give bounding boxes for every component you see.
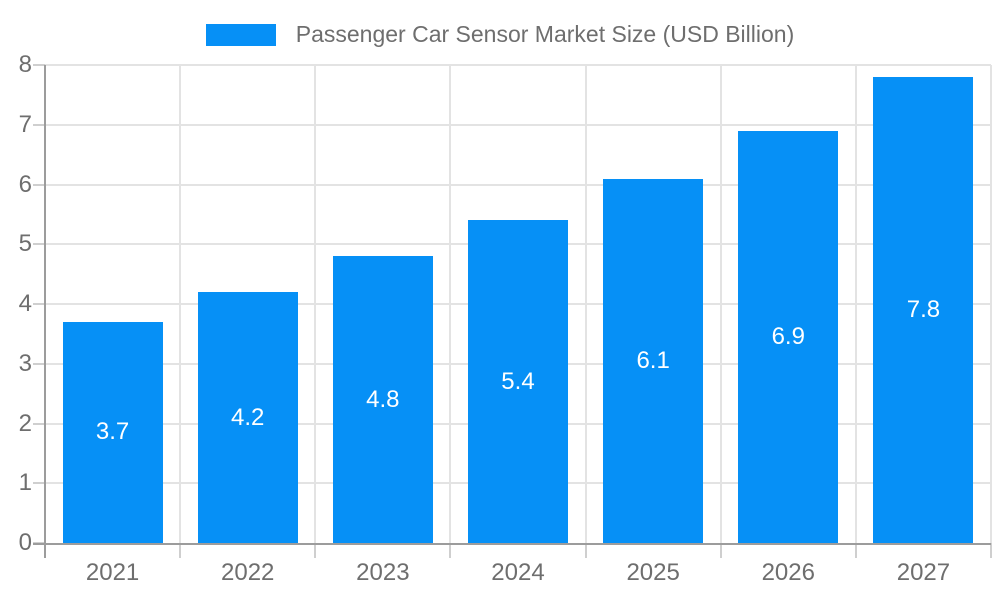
bar-2022 [197, 292, 298, 543]
y-axis-tick [33, 422, 45, 425]
x-tick-label: 2026 [761, 559, 815, 586]
x-tick-label: 2025 [626, 559, 680, 586]
y-axis-tick [33, 183, 45, 186]
bar-2023 [332, 256, 433, 543]
bar-2026 [738, 130, 839, 543]
x-axis-tick [990, 543, 992, 558]
x-tick-label: 2027 [896, 559, 951, 586]
x-axis-tick [179, 543, 182, 558]
y-axis-tick [33, 482, 45, 485]
bar-value-label: 3.7 [95, 418, 130, 446]
bar-value-label: 7.8 [906, 295, 941, 323]
bar-2027 [873, 76, 974, 543]
y-tick-label: 1 [18, 469, 32, 497]
y-tick-label: 7 [18, 110, 32, 138]
x-gridline [990, 65, 992, 543]
y-gridline [45, 183, 991, 186]
y-axis-tick [33, 123, 45, 126]
bar-2025 [603, 178, 704, 543]
x-gridline [854, 65, 857, 543]
x-axis-tick [584, 543, 587, 558]
x-tick-label: 2021 [85, 559, 140, 586]
x-axis-line [33, 543, 991, 545]
chart-legend[interactable]: Passenger Car Sensor Market Size (USD Bi… [0, 21, 1000, 48]
y-gridline [45, 123, 991, 126]
y-tick-label: 8 [18, 51, 32, 78]
x-tick-label: 2022 [221, 559, 275, 586]
bar-value-label: 5.4 [501, 367, 535, 395]
x-axis-tick [314, 543, 317, 558]
bar-value-label: 4.8 [366, 385, 400, 413]
x-axis-tick [719, 543, 722, 558]
x-gridline [314, 65, 317, 543]
y-axis-tick [33, 362, 45, 365]
x-gridline [719, 65, 722, 543]
bar-2021 [62, 321, 163, 543]
bar-value-label: 4.2 [231, 403, 265, 431]
x-tick-label: 2023 [356, 559, 410, 586]
y-tick-label: 5 [18, 230, 32, 258]
x-gridline [179, 65, 182, 543]
bar-2024 [467, 220, 569, 543]
legend-label: Passenger Car Sensor Market Size (USD Bi… [295, 21, 795, 47]
x-axis-tick [449, 543, 452, 558]
bar-value-label: 6.9 [771, 322, 805, 350]
y-tick-label: 0 [18, 529, 32, 556]
y-tick-label: 2 [18, 409, 32, 437]
legend-swatch [205, 23, 276, 46]
y-gridline [45, 64, 991, 66]
x-gridline [449, 65, 452, 543]
bar-value-label: 6.1 [636, 346, 670, 374]
y-tick-label: 3 [18, 349, 32, 377]
x-axis-tick [854, 543, 857, 558]
x-tick-label: 2024 [491, 559, 545, 586]
y-axis-line [44, 65, 46, 558]
y-tick-label: 6 [18, 170, 32, 198]
y-tick-label: 4 [18, 290, 32, 317]
x-gridline [584, 65, 587, 543]
y-axis-tick [33, 243, 45, 246]
y-axis-tick [33, 303, 45, 305]
y-axis-tick [33, 64, 45, 66]
